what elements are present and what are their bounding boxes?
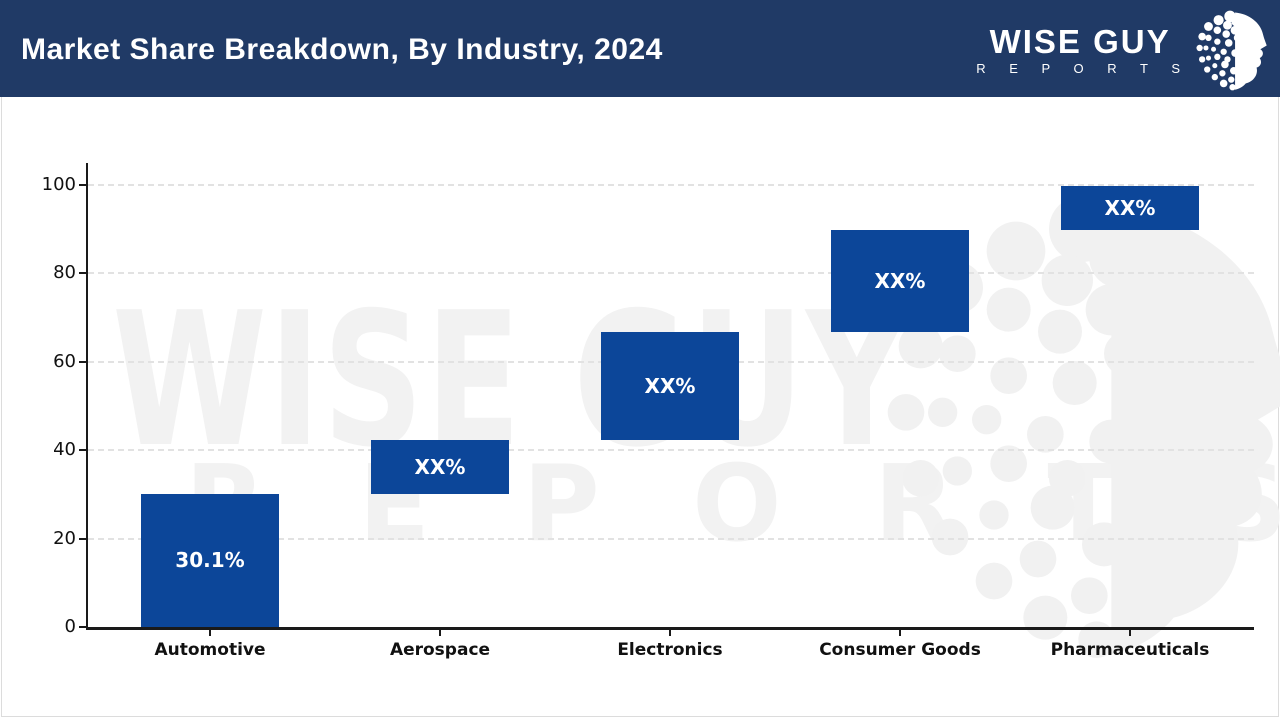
- gridline-20: [88, 537, 1254, 540]
- logo-wiseguy-label: WISE GUY: [989, 23, 1171, 60]
- header-bar: Market Share Breakdown, By Industry, 202…: [0, 0, 1280, 97]
- y-tick-label: 20: [53, 527, 76, 549]
- gridline-40: [88, 449, 1254, 452]
- bar-value-label: 30.1%: [175, 548, 245, 573]
- y-tick-label: 0: [64, 616, 76, 637]
- gridline-100: [88, 184, 1254, 186]
- bar-automotive: 30.1%: [141, 493, 279, 627]
- x-tick-0: [209, 629, 211, 636]
- wise-guy-reports-logo: WISE GUY R E P O R T S: [970, 8, 1268, 92]
- x-tick-4: [1129, 629, 1131, 636]
- bar-electronics: XX%: [601, 331, 739, 441]
- x-category-label: Pharmaceuticals: [1050, 640, 1210, 660]
- y-tick-label: 80: [53, 262, 76, 284]
- bar-value-label: XX%: [644, 374, 696, 399]
- face-profile-dots-icon: [1196, 10, 1267, 90]
- y-tick-label: 100: [41, 174, 76, 195]
- y-tick-20: [79, 537, 86, 540]
- bar-pharmaceuticals: XX%: [1061, 185, 1199, 231]
- x-tick-3: [899, 629, 901, 636]
- logo-face-icon: [1192, 10, 1268, 91]
- x-tick-1: [439, 629, 441, 636]
- y-tick-60: [79, 360, 86, 363]
- y-tick-0: [79, 626, 86, 628]
- bar-aerospace: XX%: [371, 440, 509, 494]
- bar-consumer-goods: XX%: [831, 230, 969, 332]
- y-tick-label: 40: [53, 439, 76, 461]
- x-category-label: Consumer Goods: [819, 640, 981, 660]
- x-category-label: Aerospace: [389, 640, 491, 660]
- x-tick-2: [669, 629, 671, 636]
- bar-value-label: XX%: [1104, 195, 1156, 220]
- x-category-label: Automotive: [154, 640, 266, 660]
- logo-reports-label: R E P O R T S: [976, 61, 1190, 76]
- watermark-wiseguy-text: WISE GUY: [112, 272, 910, 488]
- page-title: Market Share Breakdown, By Industry, 202…: [21, 33, 663, 66]
- logo-text: WISE GUY R E P O R T S: [970, 23, 1190, 77]
- x-axis-spine: [86, 627, 1254, 630]
- gridline-80: [88, 272, 1254, 275]
- y-axis-spine: [86, 163, 88, 629]
- x-category-label: Electronics: [617, 640, 723, 660]
- bar-value-label: XX%: [874, 268, 926, 293]
- y-tick-40: [79, 449, 86, 452]
- y-tick-80: [79, 272, 86, 275]
- y-tick-100: [79, 184, 86, 186]
- y-tick-label: 60: [53, 350, 76, 372]
- bar-value-label: XX%: [414, 455, 466, 480]
